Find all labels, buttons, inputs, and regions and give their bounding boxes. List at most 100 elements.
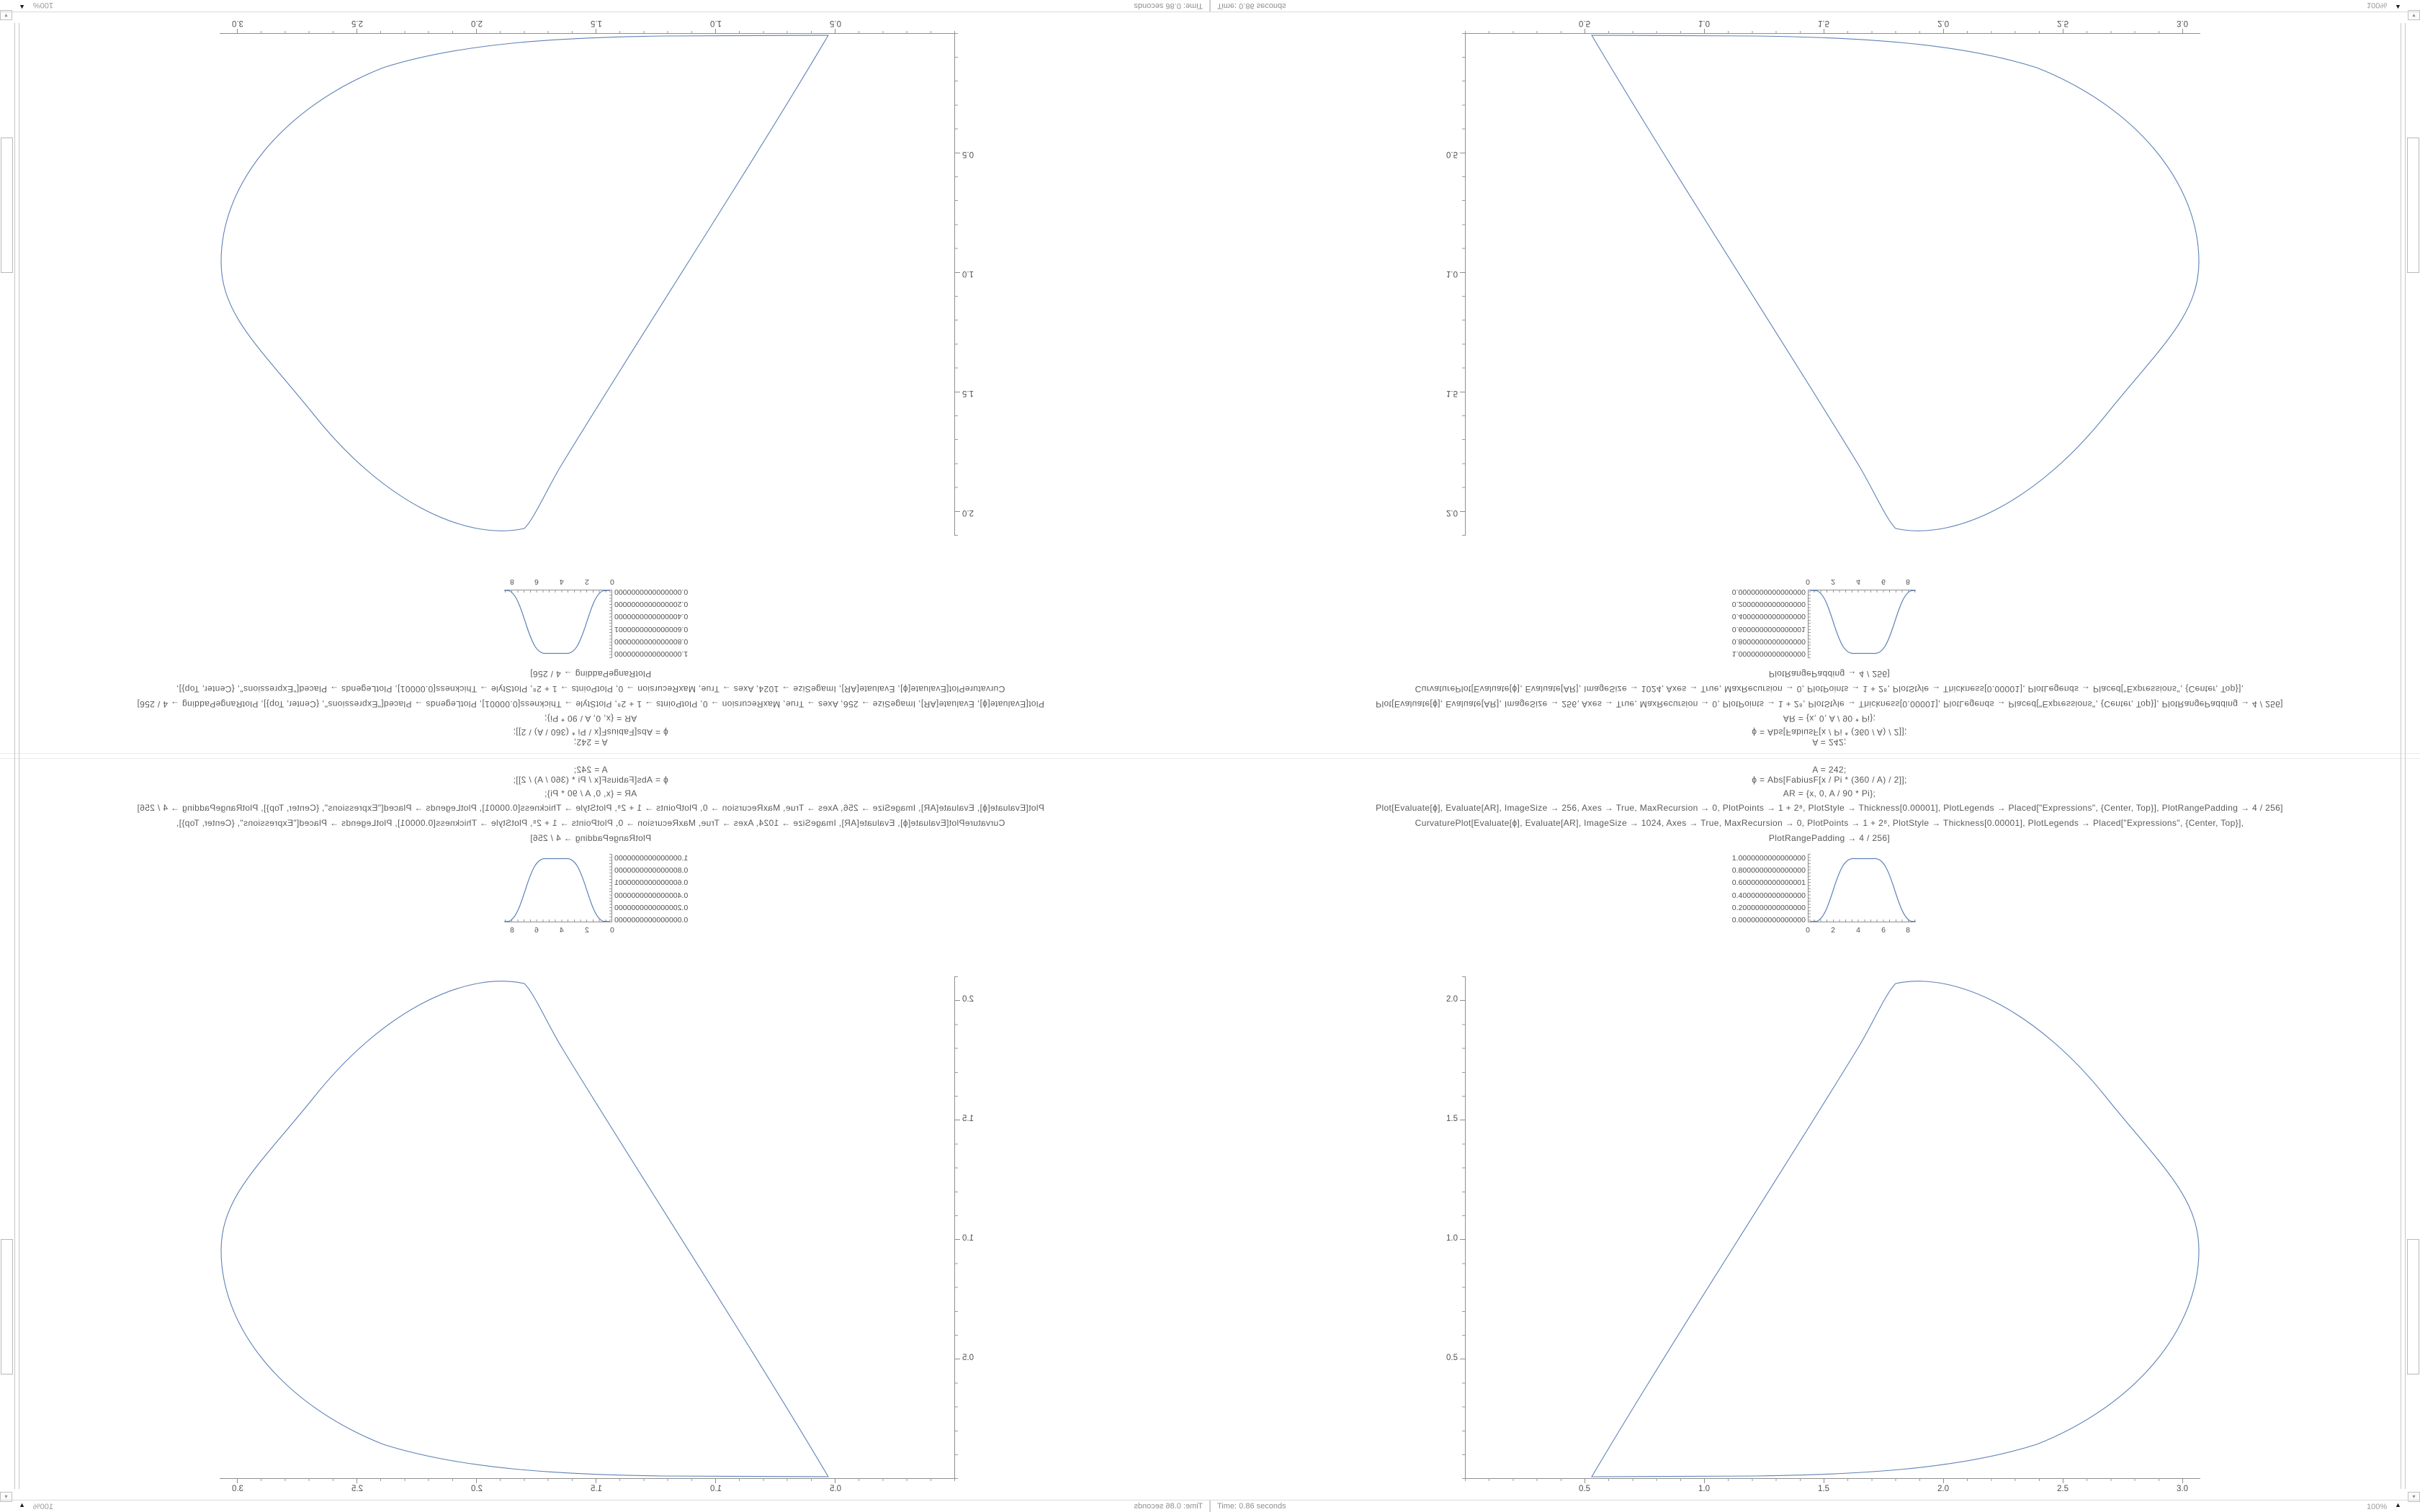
small-plot-x-tick-label: 0 xyxy=(610,926,614,935)
big-plot-x-tick-label: 0.5 xyxy=(830,19,841,27)
big-plot-x-major-tick xyxy=(1704,29,1705,34)
small-plot-x-tick-label: 6 xyxy=(534,577,539,586)
small-plot-x-tick-label: 8 xyxy=(510,577,514,586)
magnification-menu-icon[interactable]: ▲ xyxy=(2395,1501,2401,1508)
big-plot-y-major-tick xyxy=(1460,1000,1466,1001)
code-line: AR = {x, 0, A / 90 * Pi}; xyxy=(544,788,637,798)
vertical-scrollbar-thumb[interactable] xyxy=(1,138,13,273)
small-plot-y-tick-label: 0.2000000000000000 xyxy=(614,600,689,608)
magnification-menu-icon[interactable]: ▲ xyxy=(19,1501,25,1508)
big-plot-x-tick-label: 2.5 xyxy=(351,1485,363,1493)
small-plot-x-tick-label: 6 xyxy=(534,926,539,935)
small-plot-x-tick-label: 0 xyxy=(1806,926,1810,935)
notebook-quadrant: A = 242; ϕ = Abs[FabiusF[x / Pi * (360 /… xyxy=(0,756,1210,1512)
big-plot-y-major-tick xyxy=(954,1000,960,1001)
code-line: PlotRangePadding → 4 / 256] xyxy=(529,833,652,843)
code-line: ϕ = Abs[FabiusF[x / Pi * (360 / A) / 2]]… xyxy=(1752,727,1907,737)
vertical-scrollbar-thumb[interactable] xyxy=(2407,138,2419,273)
big-plot-x-tick-label: 0.5 xyxy=(1579,1485,1590,1493)
small-plot-y-tick-label: 0.2000000000000000 xyxy=(1731,904,1806,912)
quadrant-bottom-right-original: A = 242; ϕ = Abs[FabiusF[x / Pi * (360 /… xyxy=(1210,756,2420,1512)
big-plot-y-tick-label: 0.5 xyxy=(962,1354,974,1362)
code-line: ϕ = Abs[FabiusF[x / Pi * (360 / A) / 2]]… xyxy=(513,727,668,737)
code-cell[interactable]: A = 242; ϕ = Abs[FabiusF[x / Pi * (360 /… xyxy=(0,756,1181,850)
big-plot-y-major-tick xyxy=(954,1239,960,1240)
magnification-control[interactable]: 100% xyxy=(32,1503,53,1511)
big-plot-x-major-tick xyxy=(2182,29,2183,34)
big-plot-y-tick-label: 1.0 xyxy=(1446,269,1458,278)
small-plot-x-tick-label: 4 xyxy=(1856,926,1860,935)
code-line: PlotRangePadding → 4 / 256] xyxy=(529,669,652,679)
big-plot-y-major-tick xyxy=(1460,511,1466,512)
bell-curve xyxy=(503,590,611,654)
code-cell[interactable]: A = 242; ϕ = Abs[FabiusF[x / Pi * (360 /… xyxy=(1239,756,2420,850)
small-plot-x-tick-label: 2 xyxy=(585,577,589,586)
status-timing-text: Time: 0.86 seconds xyxy=(1134,1,1203,10)
scrollbar-track-edge xyxy=(14,23,15,756)
big-plot-y-minor-ticks xyxy=(1462,976,1465,1479)
big-plot-y-tick-label: 1.5 xyxy=(1446,389,1458,397)
plot-curves-layer xyxy=(220,858,829,1477)
big-plot-x-major-tick xyxy=(2182,1478,2183,1483)
big-plot-y-axis xyxy=(1465,976,1466,1479)
big-plot-x-tick-label: 1.0 xyxy=(710,19,722,27)
big-plot-x-tick-label: 1.5 xyxy=(591,1485,602,1493)
small-plot-y-tick-label: 1.0000000000000000 xyxy=(614,854,689,863)
small-plot-y-tick-label: 1.0000000000000000 xyxy=(1731,854,1806,863)
small-plot-y-tick-label: 1.0000000000000000 xyxy=(1731,649,1806,658)
big-plot-x-tick-label: 0.5 xyxy=(1579,19,1590,27)
small-plot-x-ticks xyxy=(505,919,612,922)
small-plot-x-ticks xyxy=(1808,590,1915,593)
status-bar-divider xyxy=(1210,1500,1211,1512)
big-plot-x-major-tick xyxy=(715,29,716,34)
quadrant-top-right-flipped: A = 242; ϕ = Abs[FabiusF[x / Pi * (360 /… xyxy=(1210,0,2420,756)
big-plot-y-tick-label: 0.5 xyxy=(1446,1354,1458,1362)
big-plot-x-tick-label: 2.0 xyxy=(1937,19,1949,27)
magnification-control[interactable]: 100% xyxy=(32,1,53,9)
big-plot-y-major-tick xyxy=(1460,1239,1466,1240)
big-plot-x-tick-label: 1.0 xyxy=(1698,19,1710,27)
big-plot-x-minor-ticks xyxy=(1465,31,2200,34)
bell-curve xyxy=(1809,858,1917,922)
vertical-scrollbar-thumb[interactable] xyxy=(2407,1239,2419,1374)
big-plot-x-major-tick xyxy=(237,1478,238,1483)
big-plot-x-tick-label: 1.0 xyxy=(710,1485,722,1493)
big-plot-y-tick-label: 2.0 xyxy=(1446,995,1458,1004)
small-plot-y-tick-label: 0.0000000000000000 xyxy=(1731,588,1806,596)
small-plot-y-ticks xyxy=(609,590,611,658)
magnification-menu-icon[interactable]: ▲ xyxy=(19,4,25,11)
magnification-control[interactable]: 100% xyxy=(2367,1,2388,9)
magnification-menu-icon[interactable]: ▲ xyxy=(2395,4,2401,11)
code-line: CurvaturePlot[Evaluate[ϕ], Evaluate[AR],… xyxy=(1415,684,2244,694)
small-plot-y-tick-label: 0.8000000000000000 xyxy=(614,866,689,875)
big-plot-x-tick-label: 1.5 xyxy=(1818,19,1829,27)
magnification-control[interactable]: 100% xyxy=(2367,1503,2388,1511)
code-line: PlotRangePadding → 4 / 256] xyxy=(1768,669,1891,679)
big-plot-x-minor-ticks xyxy=(220,31,955,34)
code-cell[interactable]: A = 242; ϕ = Abs[FabiusF[x / Pi * (360 /… xyxy=(0,662,1181,756)
big-plot-y-minor-ticks xyxy=(955,33,958,536)
scrollbar-track-edge xyxy=(2405,23,2406,756)
big-plot-y-tick-label: 2.0 xyxy=(962,508,974,517)
big-plot-y-minor-ticks xyxy=(955,976,958,1479)
small-plot-y-tick-label: 0.0000000000000000 xyxy=(614,588,689,596)
code-line: A = 242; xyxy=(573,765,608,775)
big-plot-x-minor-ticks xyxy=(1465,1478,2200,1481)
plot-curves-layer xyxy=(1591,35,2200,654)
plot-curves-layer xyxy=(1591,858,2200,1477)
code-line: Plot[Evaluate[ϕ], Evaluate[AR], ImageSiz… xyxy=(1376,699,2283,709)
chevron-down-icon: ▾ xyxy=(2412,12,2416,19)
small-plot-x-tick-label: 8 xyxy=(1906,926,1910,935)
quadrant-top-left-rotated: A = 242; ϕ = Abs[FabiusF[x / Pi * (360 /… xyxy=(0,0,1210,756)
vertical-scrollbar-thumb[interactable] xyxy=(1,1239,13,1374)
chevron-down-icon: ▾ xyxy=(4,12,8,19)
big-plot-x-tick-label: 2.0 xyxy=(1937,1485,1949,1493)
small-plot-x-tick-label: 2 xyxy=(585,926,589,935)
small-plot-y-tick-label: 0.6000000000000001 xyxy=(614,878,689,887)
bell-curve xyxy=(503,858,611,922)
big-plot-x-tick-label: 2.5 xyxy=(2057,19,2069,27)
code-line: Plot[Evaluate[ϕ], Evaluate[AR], ImageSiz… xyxy=(137,699,1044,709)
big-plot-x-major-tick xyxy=(476,29,477,34)
small-plot-y-tick-label: 0.4000000000000000 xyxy=(614,891,689,900)
code-cell[interactable]: A = 242; ϕ = Abs[FabiusF[x / Pi * (360 /… xyxy=(1239,662,2420,756)
